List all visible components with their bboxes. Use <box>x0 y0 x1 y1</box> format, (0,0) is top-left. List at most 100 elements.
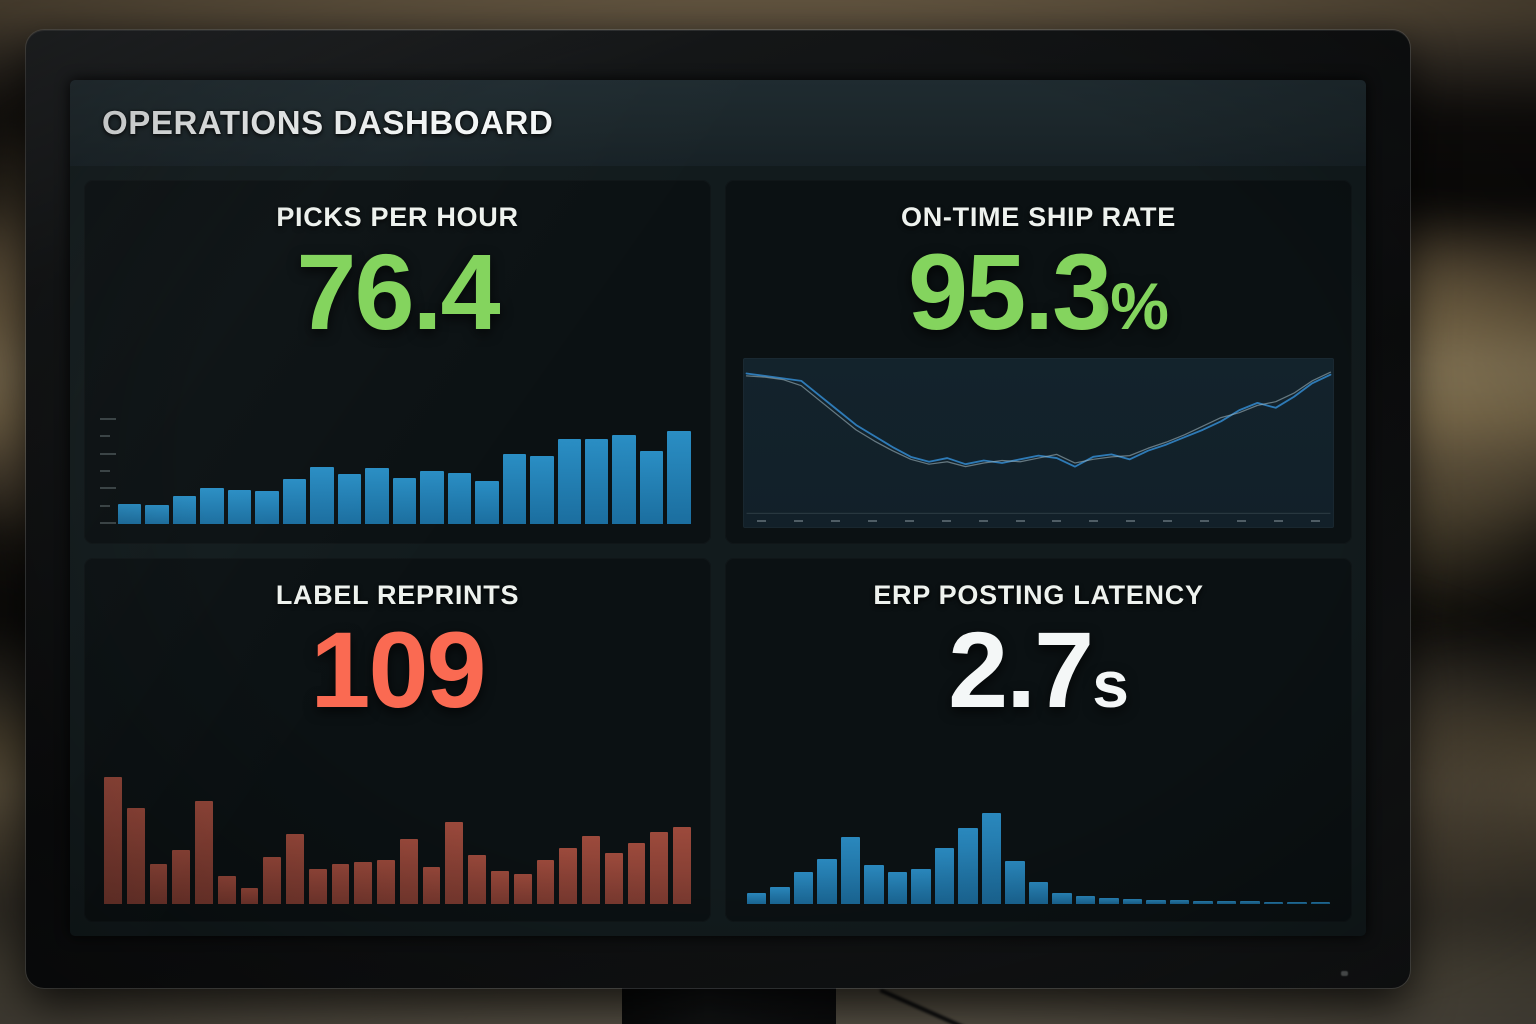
bar <box>639 450 664 524</box>
bar <box>1240 900 1260 904</box>
bar <box>1216 900 1237 904</box>
bar <box>559 848 578 904</box>
kpi-card-on-time-ship-rate[interactable]: ON-TIME SHIP RATE 95.3% <box>725 180 1352 544</box>
bar <box>530 456 554 524</box>
bar <box>604 852 623 904</box>
bar <box>673 827 691 904</box>
bar <box>310 466 334 524</box>
dashboard-header: OPERATIONS DASHBOARD <box>70 80 1366 166</box>
bar <box>104 776 122 904</box>
bar <box>934 847 955 904</box>
bar <box>747 893 767 904</box>
axis-tick <box>1274 519 1284 522</box>
bar <box>513 873 532 904</box>
bar <box>420 471 444 524</box>
kpi-card-erp-posting-latency[interactable]: ERP POSTING LATENCY 2.7s <box>725 558 1352 922</box>
bar <box>118 503 142 524</box>
y-axis-ticks <box>100 418 118 524</box>
bar <box>840 837 861 904</box>
axis-tick <box>904 519 914 522</box>
bar <box>887 871 908 904</box>
kpi-value-unit: % <box>1110 269 1169 343</box>
bar <box>255 491 279 524</box>
axis-tick <box>867 519 877 522</box>
axis-tick <box>100 469 110 472</box>
kpi-value-number: 2.7 <box>948 609 1094 730</box>
monitor-screen-area: OPERATIONS DASHBOARD PICKS PER HOUR 76.4 <box>70 80 1366 936</box>
bar <box>491 871 509 904</box>
bar <box>200 487 224 524</box>
kpi-value: 2.7s <box>725 616 1352 724</box>
bar <box>536 859 555 904</box>
bar <box>1193 900 1213 904</box>
bar <box>817 858 837 904</box>
bar <box>612 434 636 524</box>
bar <box>627 843 646 904</box>
kpi-card-label-reprints[interactable]: LABEL REPRINTS 109 <box>84 558 711 922</box>
bar <box>354 862 373 904</box>
monitor-stand-neck <box>622 985 836 1024</box>
bar <box>217 876 236 904</box>
axis-tick <box>100 504 110 507</box>
bar <box>392 478 417 524</box>
bar <box>1122 898 1143 904</box>
bar-chart-picks-per-hour <box>118 418 691 524</box>
kpi-value-unit: s <box>1092 647 1129 721</box>
bar <box>1099 897 1119 904</box>
bar <box>667 430 691 524</box>
kpi-value-number: 95.3 <box>908 231 1112 352</box>
bar <box>502 454 527 524</box>
bar <box>475 480 499 524</box>
bar <box>308 869 327 904</box>
axis-tick <box>100 418 116 420</box>
bar <box>1052 893 1072 904</box>
bar <box>770 886 790 904</box>
axis-tick <box>100 435 110 438</box>
axis-tick <box>1089 519 1099 522</box>
bar <box>1287 901 1307 904</box>
bar <box>911 869 931 904</box>
bar <box>582 836 600 904</box>
bar <box>1005 860 1025 904</box>
axis-tick <box>1163 519 1173 522</box>
kpi-title: PICKS PER HOUR <box>276 202 519 232</box>
axis-tick <box>1311 519 1321 522</box>
bar <box>650 831 669 904</box>
bar <box>172 496 197 524</box>
bar <box>263 857 282 904</box>
bar <box>584 439 609 524</box>
bar <box>447 473 472 524</box>
kpi-title: ERP POSTING LATENCY <box>873 580 1204 610</box>
bar <box>958 828 978 904</box>
kpi-title: ON-TIME SHIP RATE <box>901 202 1176 232</box>
bar <box>145 504 169 524</box>
bar <box>331 864 350 904</box>
bar <box>240 887 259 904</box>
kpi-card-picks-per-hour[interactable]: PICKS PER HOUR 76.4 <box>84 180 711 544</box>
axis-tick <box>1015 519 1025 522</box>
bar <box>365 467 389 524</box>
kpi-value-number: 109 <box>310 609 486 730</box>
bar <box>468 855 487 904</box>
monitor-bezel: OPERATIONS DASHBOARD PICKS PER HOUR 76.4 <box>26 30 1410 988</box>
bar <box>1263 901 1284 904</box>
bar <box>172 850 191 904</box>
kpi-grid: PICKS PER HOUR 76.4 <box>70 166 1366 936</box>
bar <box>557 439 581 524</box>
bar <box>126 808 145 904</box>
bar-chart-label-reprints <box>104 764 691 904</box>
kpi-value-number: 76.4 <box>296 231 500 352</box>
bar <box>337 474 362 524</box>
bar <box>1310 901 1331 904</box>
line-chart-on-time-ship-rate <box>743 358 1334 528</box>
x-axis-ticks <box>743 519 1334 522</box>
bar <box>422 866 441 904</box>
bar <box>227 490 252 524</box>
bar <box>286 834 304 904</box>
axis-tick <box>100 487 116 490</box>
kpi-value: 109 <box>84 616 711 724</box>
kpi-value: 76.4 <box>84 238 711 346</box>
axis-tick <box>830 519 840 522</box>
axis-tick <box>1200 519 1210 522</box>
